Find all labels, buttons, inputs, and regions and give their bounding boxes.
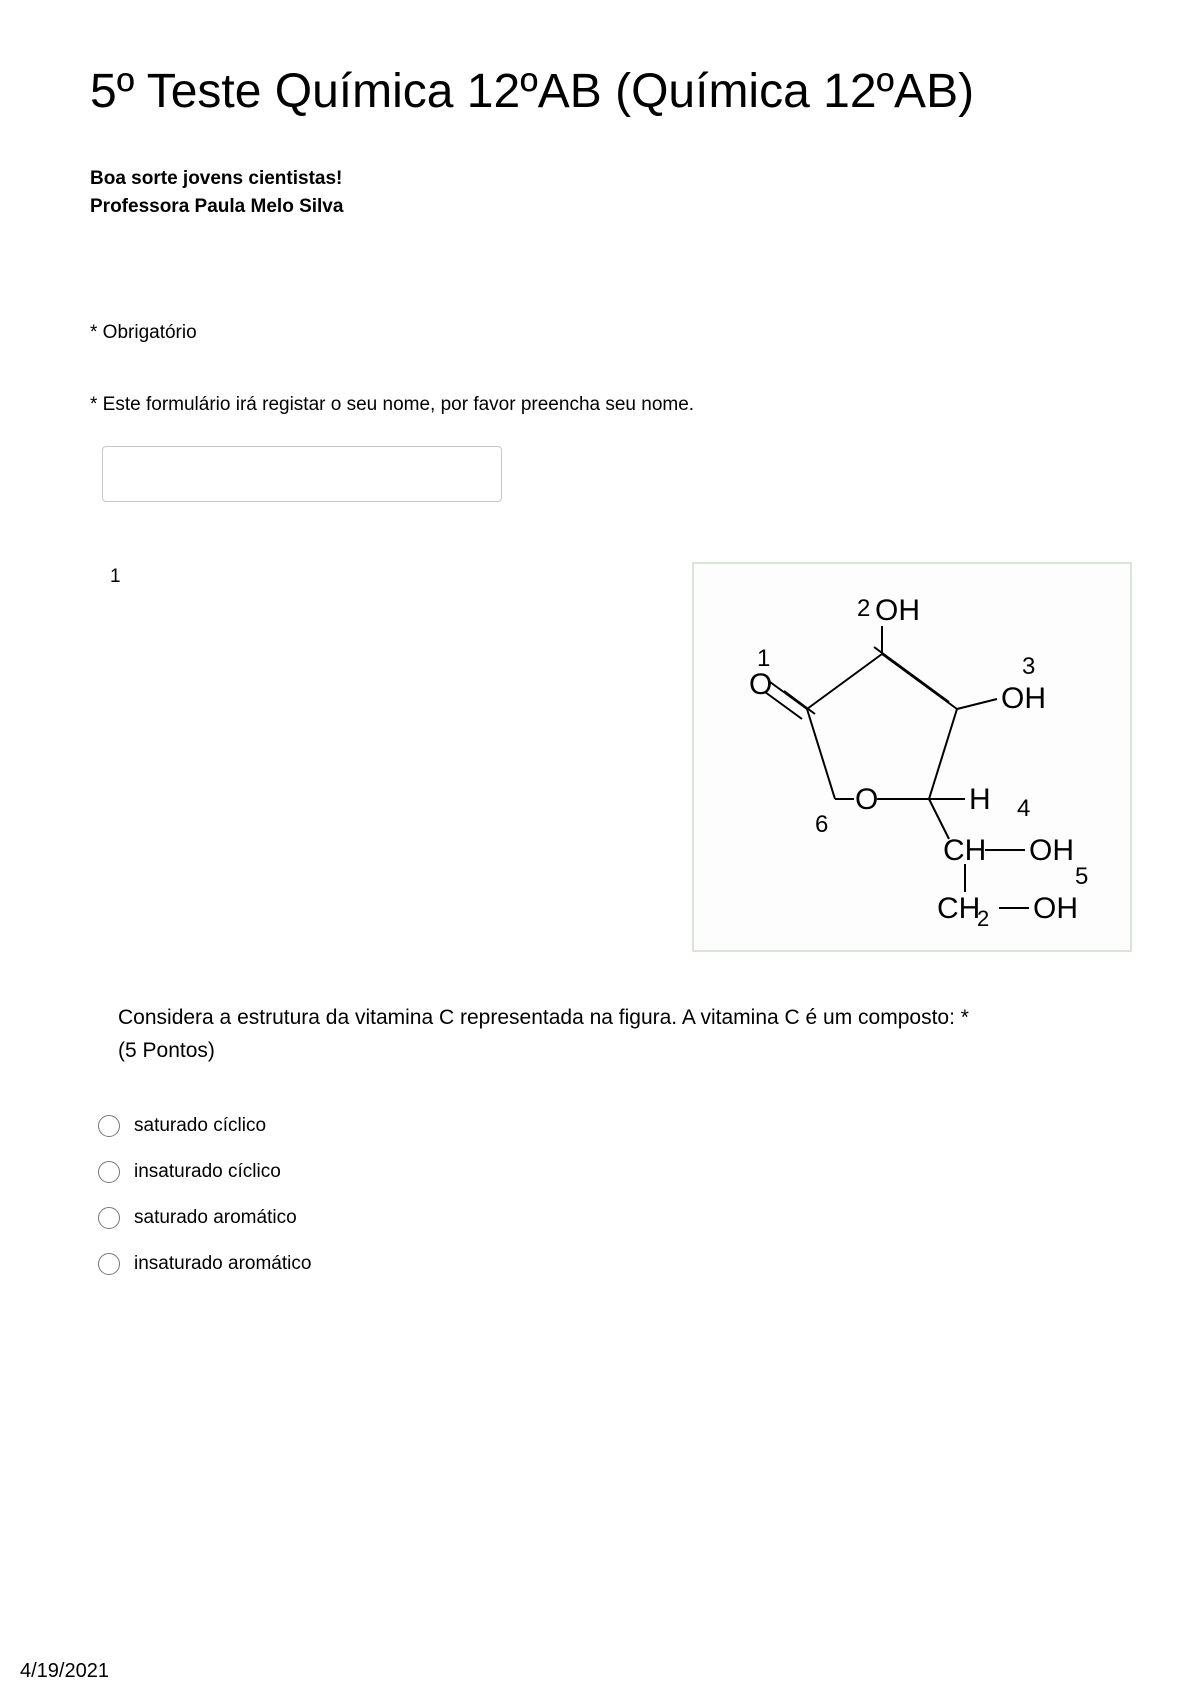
radio-icon[interactable] — [98, 1115, 120, 1137]
atom-OH-4: OH — [1029, 834, 1074, 867]
label-3: 3 — [1022, 653, 1035, 680]
options-group: saturado cíclico insaturado cíclico satu… — [98, 1103, 1110, 1287]
atom-OH-top: OH — [875, 594, 920, 627]
name-note: * Este formulário irá registar o seu nom… — [90, 394, 1110, 416]
option-label: insaturado cíclico — [134, 1161, 281, 1183]
option-2[interactable]: insaturado cíclico — [98, 1149, 1110, 1195]
required-note: * Obrigatório — [90, 322, 1110, 344]
option-label: insaturado aromático — [134, 1253, 311, 1275]
atom-CH2-sub: 2 — [977, 906, 989, 931]
radio-icon[interactable] — [98, 1253, 120, 1275]
question-points: (5 Pontos) — [118, 1039, 1110, 1063]
atom-OH-5: OH — [1033, 892, 1078, 925]
label-2: 2 — [857, 595, 870, 622]
footer-date: 4/19/2021 — [20, 1660, 109, 1683]
option-3[interactable]: saturado aromático — [98, 1195, 1110, 1241]
intro-line-2: Professora Paula Melo Silva — [90, 193, 1110, 222]
atom-H: H — [969, 783, 991, 816]
intro-line-1: Boa sorte jovens cientistas! — [90, 165, 1110, 194]
atom-OH-right: OH — [1001, 682, 1046, 715]
atom-CH: CH — [943, 834, 986, 867]
label-5: 5 — [1075, 863, 1088, 890]
name-input[interactable] — [102, 446, 502, 502]
atom-O-left: O — [749, 668, 772, 701]
radio-icon[interactable] — [98, 1207, 120, 1229]
atom-CH2: CH — [937, 892, 980, 925]
question-number: 1 — [110, 562, 121, 588]
question-text: Considera a estrutura da vitamina C repr… — [118, 1002, 1018, 1034]
label-4: 4 — [1017, 795, 1030, 822]
chemical-structure-diagram: 1 2 3 4 5 6 O OH OH O H CH OH — [692, 562, 1132, 952]
question-1: 1 — [118, 562, 1110, 1288]
atom-O-ring: O — [855, 783, 878, 816]
page-title: 5º Teste Química 12ºAB (Química 12ºAB) — [90, 60, 1110, 125]
label-6: 6 — [815, 811, 828, 838]
option-label: saturado aromático — [134, 1207, 297, 1229]
radio-icon[interactable] — [98, 1161, 120, 1183]
intro-block: Boa sorte jovens cientistas! Professora … — [90, 165, 1110, 222]
option-1[interactable]: saturado cíclico — [98, 1103, 1110, 1149]
option-4[interactable]: insaturado aromático — [98, 1241, 1110, 1287]
option-label: saturado cíclico — [134, 1115, 266, 1137]
